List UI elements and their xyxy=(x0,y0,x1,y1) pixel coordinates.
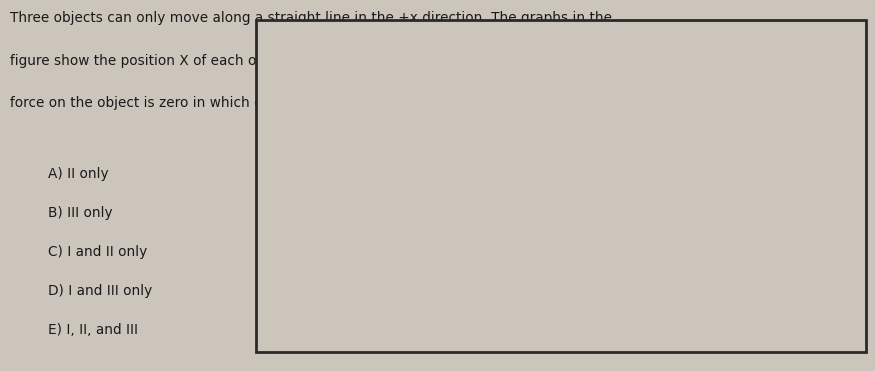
Text: D) I and III only: D) I and III only xyxy=(48,284,152,298)
Text: B) III only: B) III only xyxy=(48,206,113,220)
Text: II: II xyxy=(544,307,552,321)
Text: Three objects can only move along a straight line in the +x direction. The graph: Three objects can only move along a stra… xyxy=(10,11,612,25)
Text: A) II only: A) II only xyxy=(48,167,108,181)
Text: t: t xyxy=(432,293,437,303)
Text: III: III xyxy=(739,307,752,321)
Text: x: x xyxy=(472,93,480,106)
Text: x: x xyxy=(274,93,283,106)
Text: E) I, II, and III: E) I, II, and III xyxy=(48,323,138,337)
Text: t: t xyxy=(828,293,832,303)
Text: x: x xyxy=(669,93,677,106)
Text: I: I xyxy=(349,307,353,321)
Text: force on the object is zero in which of the cases?: force on the object is zero in which of … xyxy=(10,96,345,111)
Text: C) I and II only: C) I and II only xyxy=(48,245,147,259)
Text: figure show the position X of each of the objects plotted as a function of time : figure show the position X of each of th… xyxy=(10,54,612,68)
Text: t: t xyxy=(630,293,634,303)
